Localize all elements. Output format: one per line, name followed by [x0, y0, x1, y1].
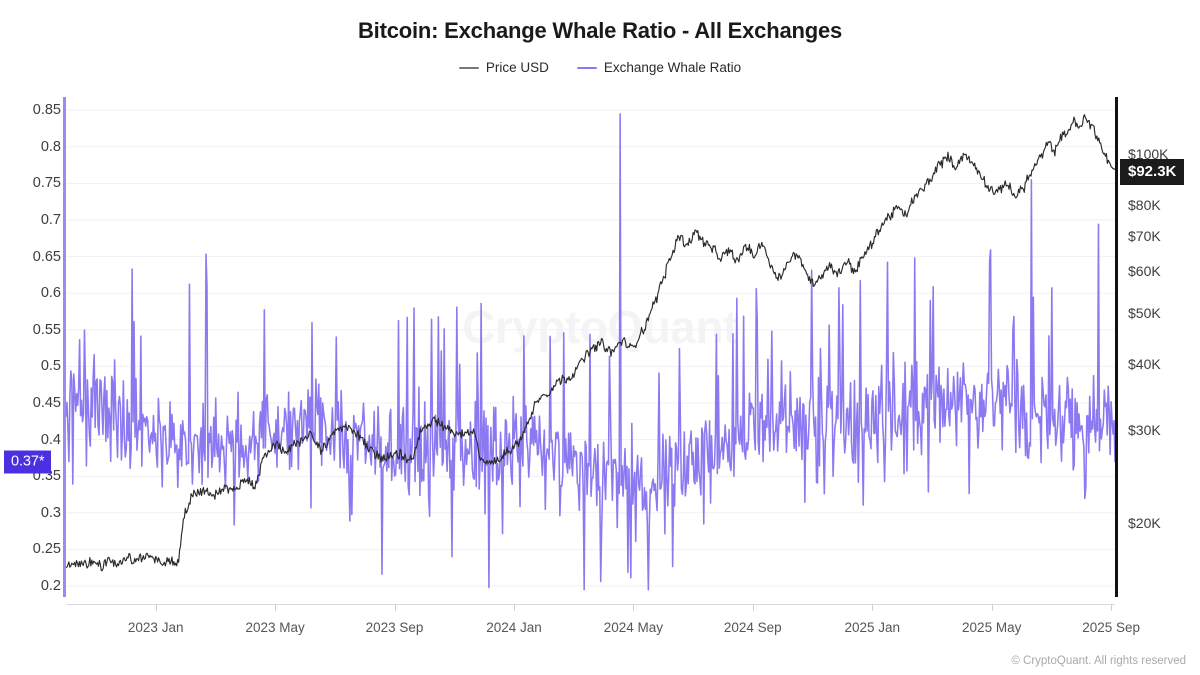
y-tick-left-0.5: 0.5	[40, 358, 61, 375]
y-tick-left-0.8: 0.8	[40, 138, 61, 155]
y-axis-left-line	[63, 97, 66, 597]
y-tick-left-0.4: 0.4	[40, 431, 61, 448]
y-tick-left-0.85: 0.85	[32, 102, 61, 119]
y-tick-left-0.3: 0.3	[40, 504, 61, 521]
x-tick-mark-8	[1111, 604, 1113, 611]
y-tick-left-0.65: 0.65	[32, 248, 61, 265]
y-tick-left-0.75: 0.75	[32, 175, 61, 192]
legend-label-price: Price USD	[485, 60, 549, 75]
series-line-price	[66, 114, 1115, 572]
x-tick-label-2024-may: 2024 May	[603, 620, 664, 635]
y-tick-right-$50K: $50K	[1128, 304, 1161, 321]
status-badge-whale-ratio: 0.37*	[4, 450, 52, 474]
legend-swatch-price	[458, 66, 479, 69]
chart-plot-area[interactable]	[66, 97, 1115, 597]
y-tick-right-$70K: $70K	[1128, 227, 1161, 244]
y-tick-left-0.55: 0.55	[32, 321, 61, 338]
x-tick-mark-6	[872, 604, 874, 611]
series-line-whale-ratio	[66, 113, 1115, 591]
legend-label-whale-ratio: Exchange Whale Ratio	[603, 60, 742, 75]
x-tick-label-2024-jan: 2024 Jan	[486, 620, 542, 635]
x-tick-mark-2	[394, 604, 396, 611]
x-tick-label-2023-sep: 2023 Sep	[365, 620, 424, 635]
chart-legend: Price USD Exchange Whale Ratio	[0, 60, 1200, 75]
x-tick-mark-4	[633, 604, 635, 611]
x-tick-mark-1	[275, 604, 277, 611]
chart-svg	[66, 109, 1115, 591]
x-tick-mark-5	[752, 604, 754, 611]
y-tick-right-$40K: $40K	[1128, 356, 1161, 373]
legend-item-price[interactable]: Price USD	[458, 60, 549, 75]
x-tick-mark-3	[514, 604, 515, 611]
page-title: Bitcoin: Exchange Whale Ratio - All Exch…	[357, 18, 843, 43]
x-tick-label-2023-may: 2023 May	[245, 620, 305, 635]
x-tick-label-2025-jan: 2025 Jan	[844, 620, 901, 635]
legend-swatch-whale-ratio	[576, 66, 597, 69]
footer-copyright: © CryptoQuant. All rights reserved	[1011, 655, 1186, 667]
y-tick-right-$80K: $80K	[1128, 196, 1161, 213]
y-tick-left-0.2: 0.2	[40, 578, 61, 595]
y-tick-left-0.45: 0.45	[32, 395, 61, 411]
x-tick-mark-7	[991, 604, 993, 611]
x-tick-label-2024-sep: 2024 Sep	[723, 620, 782, 635]
y-tick-right-$30K: $30K	[1128, 422, 1161, 439]
x-tick-label-2025-may: 2025 May	[962, 620, 1022, 635]
x-tick-label-2023-jan: 2023 Jan	[127, 620, 184, 635]
legend-item-whale-ratio[interactable]: Exchange Whale Ratio	[576, 60, 742, 75]
y-tick-right-$100K: $100K	[1128, 145, 1169, 162]
y-axis-right-line	[1115, 97, 1118, 597]
y-tick-left-0.7: 0.7	[40, 211, 61, 228]
y-tick-right-$60K: $60K	[1128, 262, 1161, 279]
x-tick-mark-0	[155, 604, 157, 611]
y-tick-right-$20K: $20K	[1128, 515, 1161, 532]
y-tick-left-0.25: 0.25	[32, 541, 61, 558]
x-axis-line	[66, 604, 1115, 605]
y-tick-left-0.6: 0.6	[40, 285, 61, 302]
status-badge-price: $92.3K	[1120, 159, 1185, 186]
x-tick-label-2025-sep: 2025 Sep	[1082, 620, 1140, 635]
